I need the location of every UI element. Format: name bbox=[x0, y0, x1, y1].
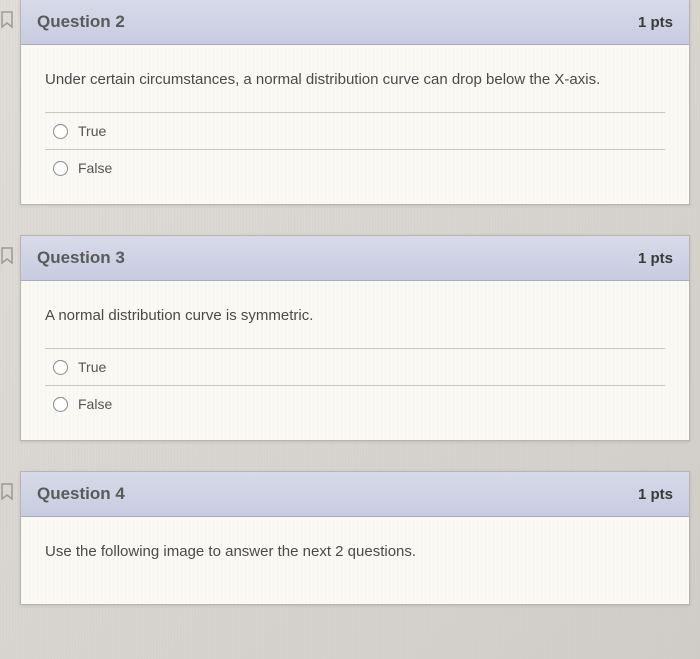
question-text: Under certain circumstances, a normal di… bbox=[45, 69, 665, 90]
bookmark-icon[interactable] bbox=[0, 246, 15, 266]
question-header: Question 2 1 pts bbox=[21, 0, 689, 45]
answer-option[interactable]: False bbox=[45, 150, 665, 186]
question-block: Question 3 1 pts A normal distribution c… bbox=[20, 235, 690, 441]
answer-label: False bbox=[78, 396, 112, 412]
question-points: 1 pts bbox=[638, 14, 673, 31]
question-points: 1 pts bbox=[638, 250, 673, 267]
bookmark-icon[interactable] bbox=[0, 482, 15, 502]
answer-list: True False bbox=[45, 112, 665, 186]
radio-icon[interactable] bbox=[53, 360, 68, 375]
question-body: A normal distribution curve is symmetric… bbox=[21, 281, 689, 440]
question-block: Question 2 1 pts Under certain circumsta… bbox=[20, 0, 690, 205]
question-text: A normal distribution curve is symmetric… bbox=[45, 305, 665, 326]
radio-icon[interactable] bbox=[53, 161, 68, 176]
answer-label: True bbox=[78, 359, 106, 375]
question-body: Use the following image to answer the ne… bbox=[21, 517, 689, 604]
question-points: 1 pts bbox=[638, 486, 673, 503]
radio-icon[interactable] bbox=[53, 397, 68, 412]
question-block: Question 4 1 pts Use the following image… bbox=[20, 471, 690, 605]
answer-label: True bbox=[78, 123, 106, 139]
question-title: Question 4 bbox=[37, 484, 125, 504]
question-header: Question 4 1 pts bbox=[21, 472, 689, 517]
answer-option[interactable]: True bbox=[45, 113, 665, 150]
radio-icon[interactable] bbox=[53, 124, 68, 139]
question-title: Question 2 bbox=[37, 12, 125, 32]
question-body: Under certain circumstances, a normal di… bbox=[21, 45, 689, 204]
question-header: Question 3 1 pts bbox=[21, 236, 689, 281]
answer-list: True False bbox=[45, 348, 665, 422]
answer-option[interactable]: False bbox=[45, 386, 665, 422]
question-title: Question 3 bbox=[37, 248, 125, 268]
bookmark-icon[interactable] bbox=[0, 10, 15, 30]
question-text: Use the following image to answer the ne… bbox=[45, 541, 665, 562]
answer-label: False bbox=[78, 160, 112, 176]
answer-option[interactable]: True bbox=[45, 349, 665, 386]
